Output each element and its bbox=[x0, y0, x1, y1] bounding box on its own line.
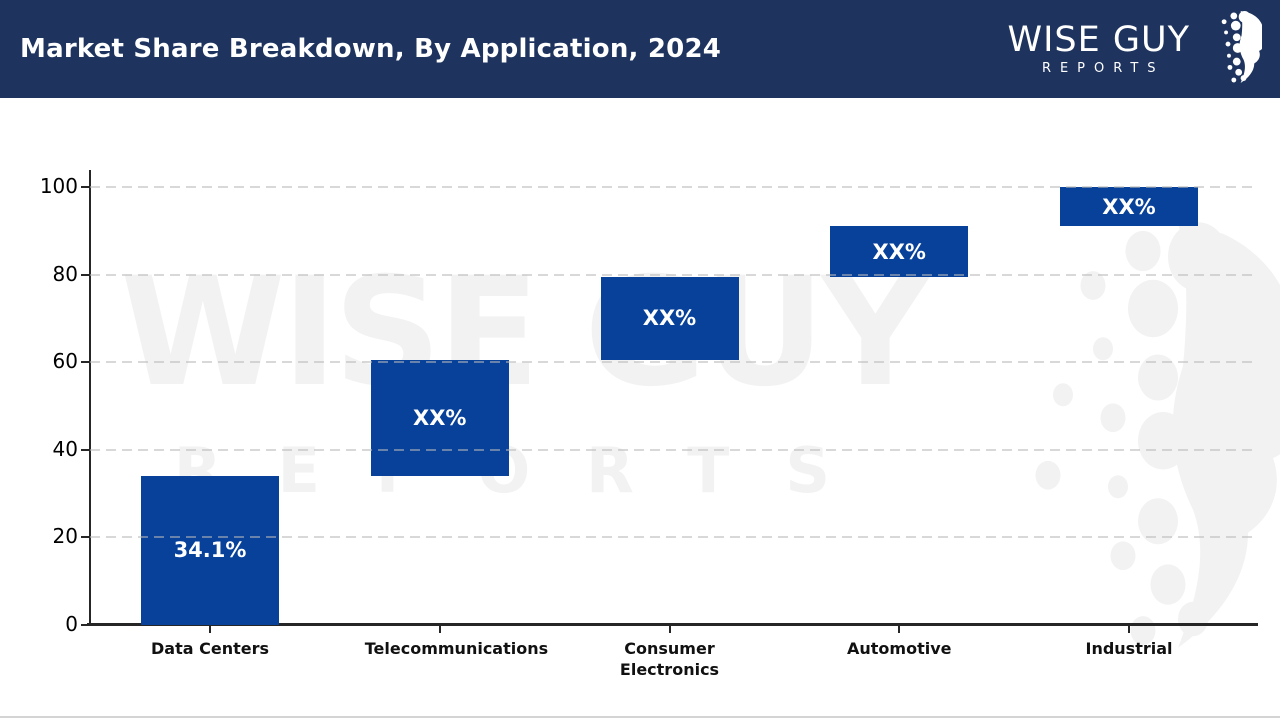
y-tick-label-80: 80 bbox=[52, 261, 78, 286]
bar-industrial: XX% bbox=[1060, 187, 1198, 227]
watermark-head-icon bbox=[938, 205, 1280, 669]
bar-value-label-industrial: XX% bbox=[1102, 194, 1156, 219]
x-tick-automotive bbox=[898, 626, 901, 633]
bar-value-label-telecommunications: XX% bbox=[413, 405, 467, 430]
y-tick-label-100: 100 bbox=[39, 174, 78, 198]
brand-logo: WISE GUY REPORTS bbox=[1007, 7, 1266, 91]
x-tick-industrial bbox=[1128, 626, 1130, 633]
bar-data-centers: 34.1% bbox=[141, 475, 279, 625]
bar-automotive: XX% bbox=[830, 226, 969, 277]
y-tick-label-40: 40 bbox=[52, 436, 78, 461]
brand-logo-text: WISE GUY REPORTS bbox=[1007, 20, 1190, 76]
y-tick-label-60: 60 bbox=[52, 349, 78, 374]
gridline-40 bbox=[90, 448, 1258, 451]
header: Market Share Breakdown, By Application, … bbox=[0, 0, 1280, 98]
x-label-consumer-electronics: Consumer Electronics bbox=[619, 639, 720, 679]
bar-telecommunications: XX% bbox=[370, 360, 509, 476]
bottom-border-line bbox=[0, 716, 1280, 718]
y-tick-80 bbox=[81, 273, 89, 276]
x-label-industrial: Industrial bbox=[1085, 639, 1173, 658]
bar-value-label-consumer-electronics: XX% bbox=[642, 306, 697, 331]
gridline-60 bbox=[90, 361, 1258, 364]
gridline-20 bbox=[90, 536, 1258, 539]
logo-head-icon bbox=[1194, 7, 1266, 91]
gridline-80 bbox=[90, 273, 1258, 276]
brand-subtitle: REPORTS bbox=[1041, 61, 1165, 76]
y-tick-label-0: 0 bbox=[65, 612, 78, 636]
bar-value-label-data-centers: 34.1% bbox=[173, 538, 247, 563]
x-label-telecommunications: Telecommunications bbox=[364, 639, 549, 658]
bar-value-label-automotive: XX% bbox=[872, 239, 926, 264]
x-axis-line bbox=[87, 623, 1258, 626]
chart-title: Market Share Breakdown, By Application, … bbox=[20, 34, 722, 64]
y-tick-40 bbox=[81, 448, 89, 451]
x-label-data-centers: Data Centers bbox=[151, 639, 269, 658]
brand-name: WISE GUY bbox=[1007, 20, 1190, 60]
y-tick-60 bbox=[81, 361, 89, 364]
y-tick-100 bbox=[81, 186, 89, 188]
y-tick-0 bbox=[81, 624, 89, 626]
x-label-automotive: Automotive bbox=[847, 639, 952, 658]
y-tick-20 bbox=[81, 536, 89, 539]
x-tick-data-centers bbox=[209, 626, 211, 633]
x-tick-consumer-electronics bbox=[668, 626, 671, 633]
bar-consumer-electronics: XX% bbox=[600, 276, 739, 360]
y-axis-line bbox=[89, 170, 91, 626]
y-tick-label-20: 20 bbox=[52, 524, 78, 549]
gridline-100 bbox=[90, 186, 1258, 188]
x-tick-telecommunications bbox=[438, 626, 441, 633]
